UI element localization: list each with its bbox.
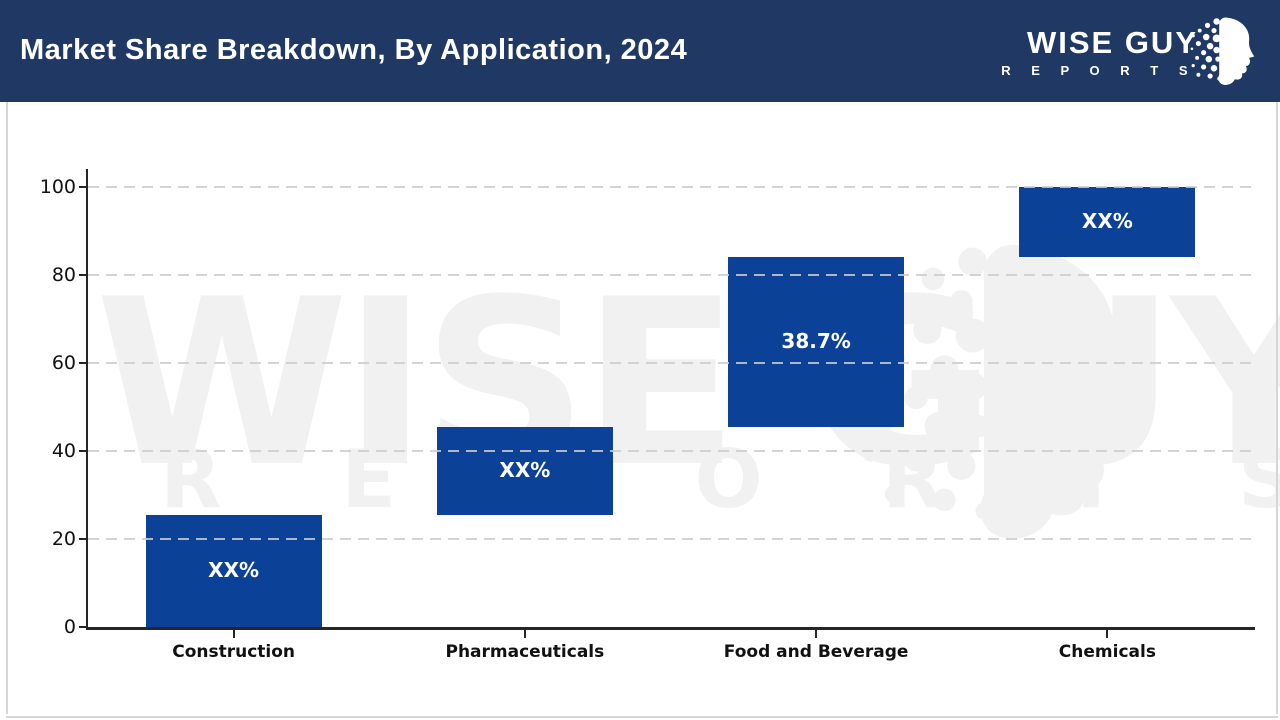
y-tick-mark xyxy=(79,538,88,540)
x-axis-line xyxy=(86,627,1255,630)
x-tick-mark xyxy=(1106,630,1109,638)
bar-value-label: XX% xyxy=(499,457,551,482)
frame-border-bottom xyxy=(6,716,1278,718)
bar-value-label: XX% xyxy=(208,557,260,582)
x-category-label: Construction xyxy=(172,642,296,662)
y-tick-label: 100 xyxy=(39,176,76,198)
y-tick-label: 80 xyxy=(51,264,76,286)
y-tick-label: 0 xyxy=(63,616,76,638)
header-bar: Market Share Breakdown, By Application, … xyxy=(0,0,1280,102)
bar-construction: XX% xyxy=(145,514,322,627)
x-tick-mark xyxy=(232,630,235,638)
wiseguy-face-icon xyxy=(1190,17,1255,85)
logo-tagline: R E P O R T S xyxy=(1001,62,1196,78)
y-tick-mark xyxy=(79,274,88,276)
x-tick-mark xyxy=(815,630,818,638)
frame-border-left xyxy=(6,102,8,714)
gridline-100 xyxy=(88,186,1253,188)
x-tick-mark xyxy=(523,630,526,638)
y-tick-mark xyxy=(79,362,88,364)
wiseguy-logo: WISE GUY R E P O R T S xyxy=(1001,8,1266,96)
chart-region: WISE GUY R E P O R T S 0 20 40 60 80 100 XX% Co… xyxy=(0,102,1280,720)
y-tick-mark xyxy=(79,450,88,452)
gridline-60 xyxy=(88,362,1253,364)
frame-border-right xyxy=(1276,102,1278,714)
bar-food-and-beverage: 38.7% xyxy=(728,256,905,427)
page-title: Market Share Breakdown, By Application, … xyxy=(20,34,688,66)
gridline-20 xyxy=(88,538,1253,540)
gridline-80 xyxy=(88,274,1253,276)
bar-pharmaceuticals: XX% xyxy=(436,426,613,515)
logo-text: WISE GUY R E P O R T S xyxy=(1001,27,1198,78)
gridline-40 xyxy=(88,450,1253,452)
bar-chemicals: XX% xyxy=(1019,187,1196,257)
x-category-label: Pharmaceuticals xyxy=(445,642,605,662)
y-tick-mark xyxy=(79,186,88,188)
x-category-label: Chemicals xyxy=(1058,642,1156,662)
logo-name: WISE GUY xyxy=(1026,24,1198,60)
bar-value-label: 38.7% xyxy=(781,328,851,353)
y-tick-label: 60 xyxy=(51,352,76,374)
y-axis-line xyxy=(86,169,88,630)
y-tick-label: 20 xyxy=(51,528,76,550)
y-tick-label: 40 xyxy=(51,440,76,462)
x-category-label: Food and Beverage xyxy=(723,642,909,662)
bar-value-label: XX% xyxy=(1081,208,1133,233)
y-tick-mark xyxy=(79,626,88,628)
